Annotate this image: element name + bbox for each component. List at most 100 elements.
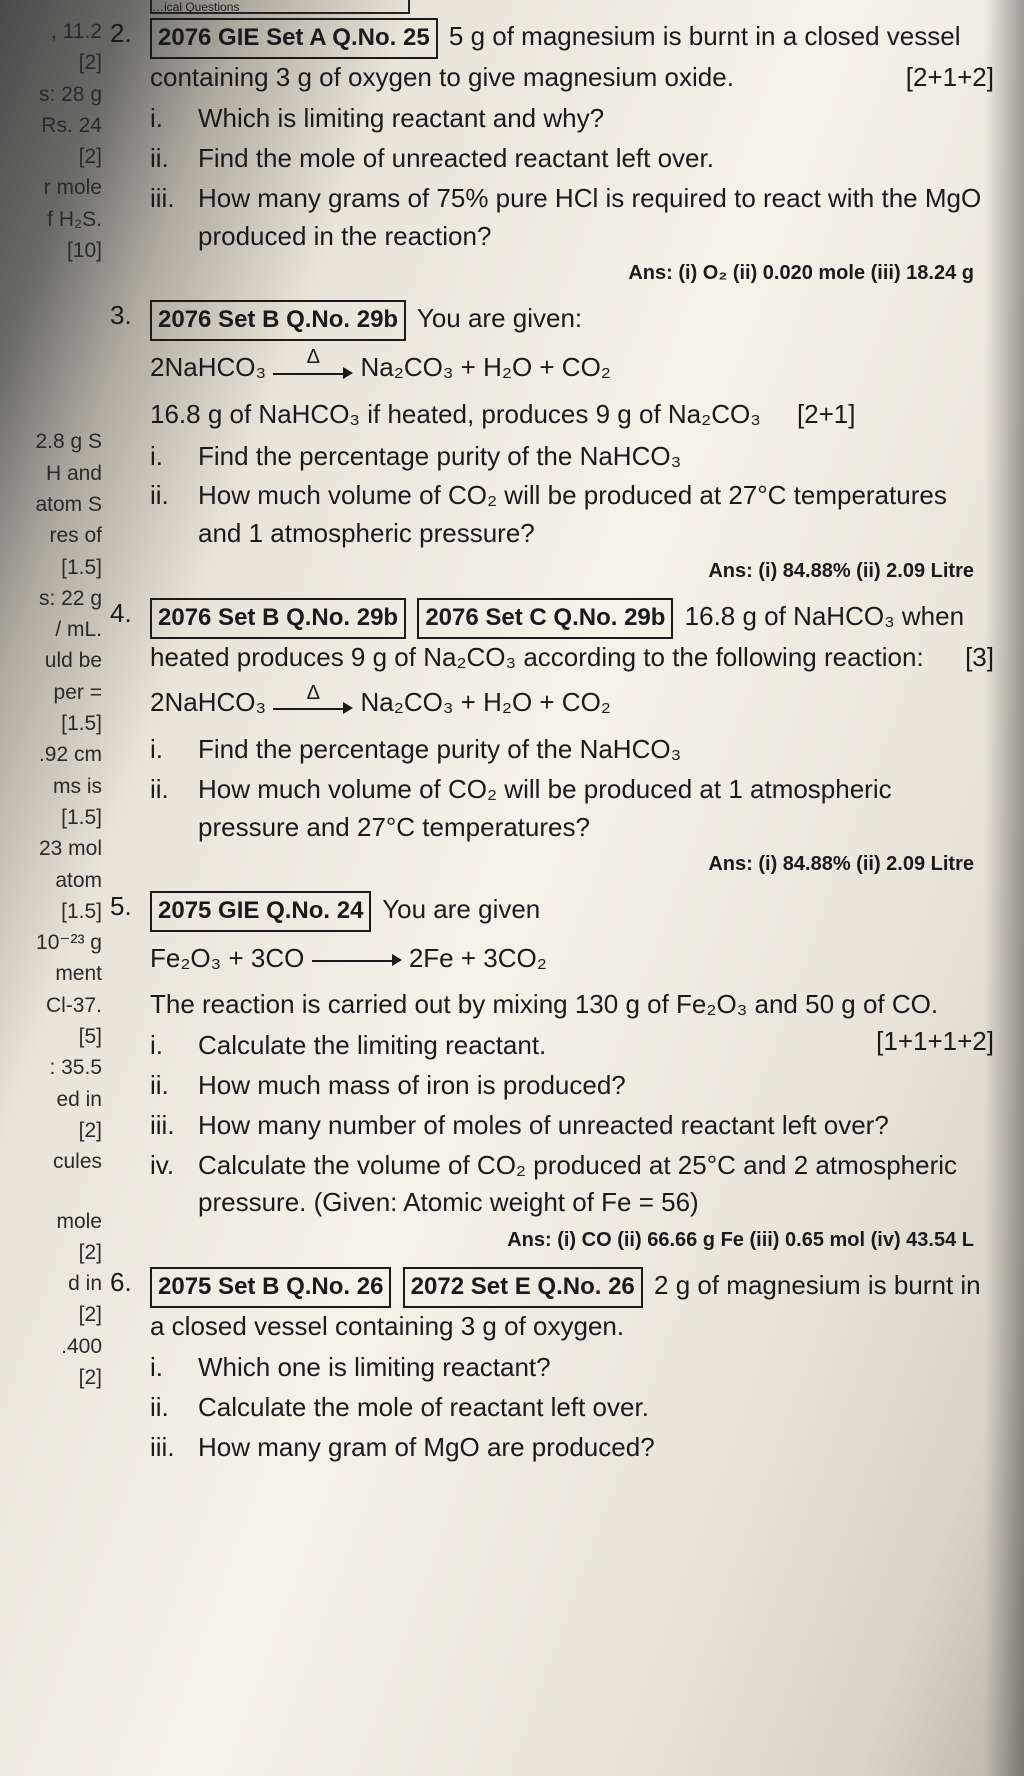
margin-text: [1.5] bbox=[10, 710, 102, 737]
margin-text: 2.8 g S bbox=[10, 428, 102, 455]
marks: [1+1+1+2] bbox=[876, 1023, 994, 1061]
roman-i: i. bbox=[150, 1349, 198, 1387]
margin-text: ms is bbox=[10, 773, 102, 800]
question-number: 6. bbox=[110, 1267, 150, 1469]
margin-text: [1.5] bbox=[10, 554, 102, 581]
eq-right: Na₂CO₃ + H₂O + CO₂ bbox=[361, 352, 611, 382]
question-4: 4. 2076 Set B Q.No. 29b 2076 Set C Q.No.… bbox=[110, 598, 994, 880]
sub-question: Which one is limiting reactant? bbox=[198, 1349, 994, 1387]
eq-right: 2Fe + 3CO₂ bbox=[409, 943, 547, 973]
question-3: 3. 2076 Set B Q.No. 29b You are given: 2… bbox=[110, 300, 994, 586]
roman-ii: ii. bbox=[150, 1389, 198, 1427]
question-number: 3. bbox=[110, 300, 150, 586]
sub-question: Find the mole of unreacted reactant left… bbox=[198, 140, 994, 178]
roman-i: i. bbox=[150, 100, 198, 138]
question-ref: 2075 GIE Q.No. 24 bbox=[150, 891, 371, 932]
margin-text: r mole bbox=[10, 174, 102, 201]
marks: [2+1+2] bbox=[906, 59, 994, 97]
margin-text: [1.5] bbox=[10, 804, 102, 831]
margin-text: [5] bbox=[10, 1023, 102, 1050]
question-number: 4. bbox=[110, 598, 150, 880]
question-lead: You are given: bbox=[417, 303, 582, 333]
question-2: 2. 2076 GIE Set A Q.No. 25 5 g of magnes… bbox=[110, 18, 994, 288]
margin-text: d in bbox=[10, 1270, 102, 1297]
margin-text: : 35.5 bbox=[10, 1054, 102, 1081]
question-ref: 2076 Set B Q.No. 29b bbox=[150, 598, 406, 639]
sub-question: How much volume of CO₂ will be produced … bbox=[198, 771, 994, 846]
margin-text: ment bbox=[10, 960, 102, 987]
question-ref: 2072 Set E Q.No. 26 bbox=[403, 1267, 643, 1308]
roman-ii: ii. bbox=[150, 140, 198, 178]
answer-line: Ans: (i) O₂ (ii) 0.020 mole (iii) 18.24 … bbox=[150, 259, 994, 288]
question-text: 16.8 g of NaHCO₃ if heated, produces 9 g… bbox=[150, 399, 761, 429]
question-lead: You are given bbox=[382, 894, 540, 924]
margin-text: [2] bbox=[10, 1301, 102, 1328]
question-5: 5. 2075 GIE Q.No. 24 You are given Fe₂O₃… bbox=[110, 891, 994, 1255]
question-ref: 2076 Set B Q.No. 29b bbox=[150, 300, 406, 341]
eq-left: Fe₂O₃ + 3CO bbox=[150, 943, 304, 973]
sub-question: Which is limiting reactant and why? bbox=[198, 100, 994, 138]
roman-ii: ii. bbox=[150, 1067, 198, 1105]
roman-i: i. bbox=[150, 438, 198, 476]
reaction-arrow-delta-icon: Δ bbox=[273, 350, 353, 388]
page-fold-shadow bbox=[984, 0, 1024, 1776]
eq-left: 2NaHCO₃ bbox=[150, 687, 266, 717]
reaction-arrow-delta-icon: Δ bbox=[273, 686, 353, 724]
roman-ii: ii. bbox=[150, 477, 198, 552]
margin-text: 10⁻²³ g bbox=[10, 929, 102, 956]
margin-text: ed in bbox=[10, 1086, 102, 1113]
margin-text: [2] bbox=[10, 1117, 102, 1144]
margin-text: Cl-37. bbox=[10, 992, 102, 1019]
question-6: 6. 2075 Set B Q.No. 26 2072 Set E Q.No. … bbox=[110, 1267, 994, 1469]
roman-i: i. bbox=[150, 731, 198, 769]
margin-text: mole bbox=[10, 1208, 102, 1235]
equation: 2NaHCO₃ Δ Na₂CO₃ + H₂O + CO₂ bbox=[150, 684, 994, 723]
question-ref: 2076 GIE Set A Q.No. 25 bbox=[150, 18, 438, 59]
margin-text: 23 mol bbox=[10, 835, 102, 862]
answer-line: Ans: (i) 84.88% (ii) 2.09 Litre bbox=[150, 557, 994, 586]
margin-text: atom bbox=[10, 867, 102, 894]
margin-text: [2] bbox=[10, 49, 102, 76]
margin-text: Rs. 24 bbox=[10, 112, 102, 139]
question-ref: 2075 Set B Q.No. 26 bbox=[150, 1267, 391, 1308]
page: , 11.2 [2] s: 28 g Rs. 24 [2] r mole f H… bbox=[0, 0, 1024, 1776]
margin-text: s: 28 g bbox=[10, 81, 102, 108]
margin-text: [2] bbox=[10, 1364, 102, 1391]
sub-question: How much mass of iron is produced? bbox=[198, 1067, 994, 1105]
sub-question: How many number of moles of unreacted re… bbox=[198, 1107, 994, 1145]
sub-question: Find the percentage purity of the NaHCO₃ bbox=[198, 731, 994, 769]
question-number: 2. bbox=[110, 18, 150, 288]
roman-iii: iii. bbox=[150, 1429, 198, 1467]
eq-left: 2NaHCO₃ bbox=[150, 352, 266, 382]
roman-iii: iii. bbox=[150, 1107, 198, 1145]
sub-question: How many gram of MgO are produced? bbox=[198, 1429, 994, 1467]
margin-text: [2] bbox=[10, 1239, 102, 1266]
margin-text: / mL. bbox=[10, 616, 102, 643]
margin-text: [2] bbox=[10, 143, 102, 170]
content-column: 2. 2076 GIE Set A Q.No. 25 5 g of magnes… bbox=[110, 10, 994, 1766]
margin-text: res of bbox=[10, 522, 102, 549]
margin-text: atom S bbox=[10, 491, 102, 518]
sub-question: Find the percentage purity of the NaHCO₃ bbox=[198, 438, 994, 476]
margin-text: f H₂S. bbox=[10, 206, 102, 233]
margin-text: .92 cm bbox=[10, 741, 102, 768]
sub-question: Calculate the volume of CO₂ produced at … bbox=[198, 1147, 994, 1222]
equation: Fe₂O₃ + 3CO 2Fe + 3CO₂ bbox=[150, 940, 994, 978]
eq-right: Na₂CO₃ + H₂O + CO₂ bbox=[361, 687, 611, 717]
margin-text: uld be bbox=[10, 647, 102, 674]
answer-line: Ans: (i) CO (ii) 66.66 g Fe (iii) 0.65 m… bbox=[150, 1226, 994, 1255]
margin-text: , 11.2 bbox=[10, 18, 102, 45]
margin-text: [1.5] bbox=[10, 898, 102, 925]
sub-question: Calculate the limiting reactant. bbox=[198, 1027, 876, 1065]
margin-text: .400 bbox=[10, 1333, 102, 1360]
margin-text: per = bbox=[10, 679, 102, 706]
margin-text: s: 22 g bbox=[10, 585, 102, 612]
equation: 2NaHCO₃ Δ Na₂CO₃ + H₂O + CO₂ bbox=[150, 349, 994, 388]
marks: [2+1] bbox=[797, 399, 856, 429]
question-text: The reaction is carried out by mixing 13… bbox=[150, 989, 938, 1019]
roman-ii: ii. bbox=[150, 771, 198, 846]
margin-column: , 11.2 [2] s: 28 g Rs. 24 [2] r mole f H… bbox=[10, 10, 110, 1766]
question-number: 5. bbox=[110, 891, 150, 1255]
sub-question: Calculate the mole of reactant left over… bbox=[198, 1389, 994, 1427]
sub-question: How much volume of CO₂ will be produced … bbox=[198, 477, 994, 552]
